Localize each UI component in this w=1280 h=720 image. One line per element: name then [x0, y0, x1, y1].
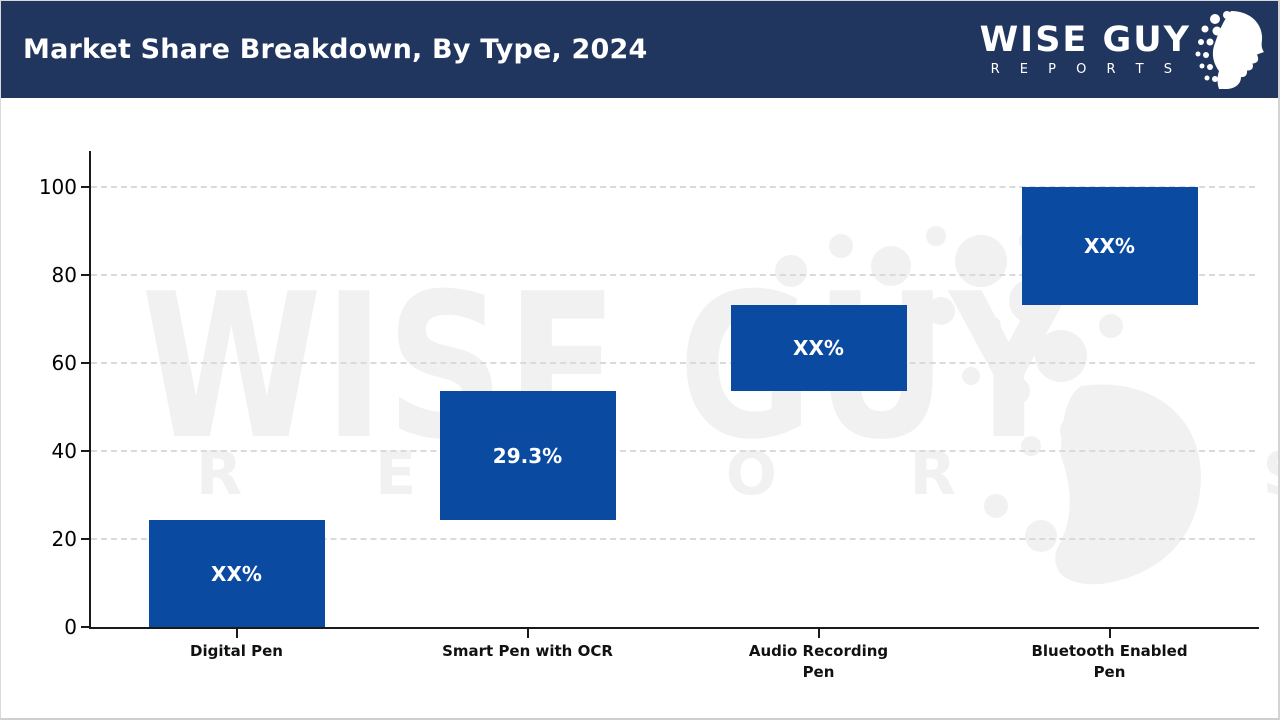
logo-wordmark: WISE GUY — [979, 20, 1191, 60]
bar-value-label: XX% — [211, 561, 262, 586]
y-tick-label: 40 — [51, 439, 77, 463]
y-tick-label: 60 — [51, 351, 77, 375]
y-tick-label: 20 — [51, 527, 77, 551]
y-tick-label: 0 — [64, 615, 77, 639]
x-axis-line — [89, 627, 1259, 629]
x-tick-mark — [235, 629, 238, 638]
gridline — [91, 186, 1255, 188]
gridline — [91, 362, 1255, 364]
y-tick-mark — [81, 186, 89, 188]
y-tick-mark — [81, 274, 89, 276]
wiseguy-logo: WISE GUY R E P O R T S — [980, 9, 1267, 91]
y-tick-mark — [81, 538, 89, 540]
gridline — [91, 538, 1255, 540]
gridline — [91, 450, 1255, 452]
bar-segment: XX% — [148, 520, 325, 627]
x-category-label: Audio Recording Pen — [748, 642, 889, 681]
x-tick-mark — [817, 629, 820, 638]
bar-value-label: XX% — [1084, 233, 1135, 258]
bar-value-label: 29.3% — [492, 443, 563, 468]
x-category-label: Digital Pen — [190, 642, 283, 660]
y-tick-mark — [81, 626, 89, 628]
gridline — [91, 274, 1255, 276]
y-tick-mark — [81, 362, 89, 364]
logo-subtitle: R E P O R T S — [990, 62, 1180, 77]
y-axis-line — [89, 151, 91, 629]
bar-segment: XX% — [1021, 187, 1198, 305]
page-title: Market Share Breakdown, By Type, 2024 — [23, 34, 648, 65]
y-tick-label: 80 — [51, 263, 77, 287]
x-tick-mark — [526, 629, 529, 638]
header-bar: Market Share Breakdown, By Type, 2024 WI… — [1, 1, 1278, 98]
x-category-label: Bluetooth Enabled Pen — [1031, 642, 1188, 681]
x-category-label: Smart Pen with OCR — [442, 642, 613, 660]
bar-value-label: XX% — [793, 336, 844, 361]
x-tick-mark — [1108, 629, 1111, 638]
logo-text: WISE GUY R E P O R T S — [980, 21, 1191, 79]
bar-segment: XX% — [730, 304, 907, 392]
bar-segment: 29.3% — [439, 391, 616, 521]
face-profile-icon — [1193, 9, 1267, 91]
y-tick-label: 100 — [38, 175, 77, 199]
y-tick-mark — [81, 450, 89, 452]
